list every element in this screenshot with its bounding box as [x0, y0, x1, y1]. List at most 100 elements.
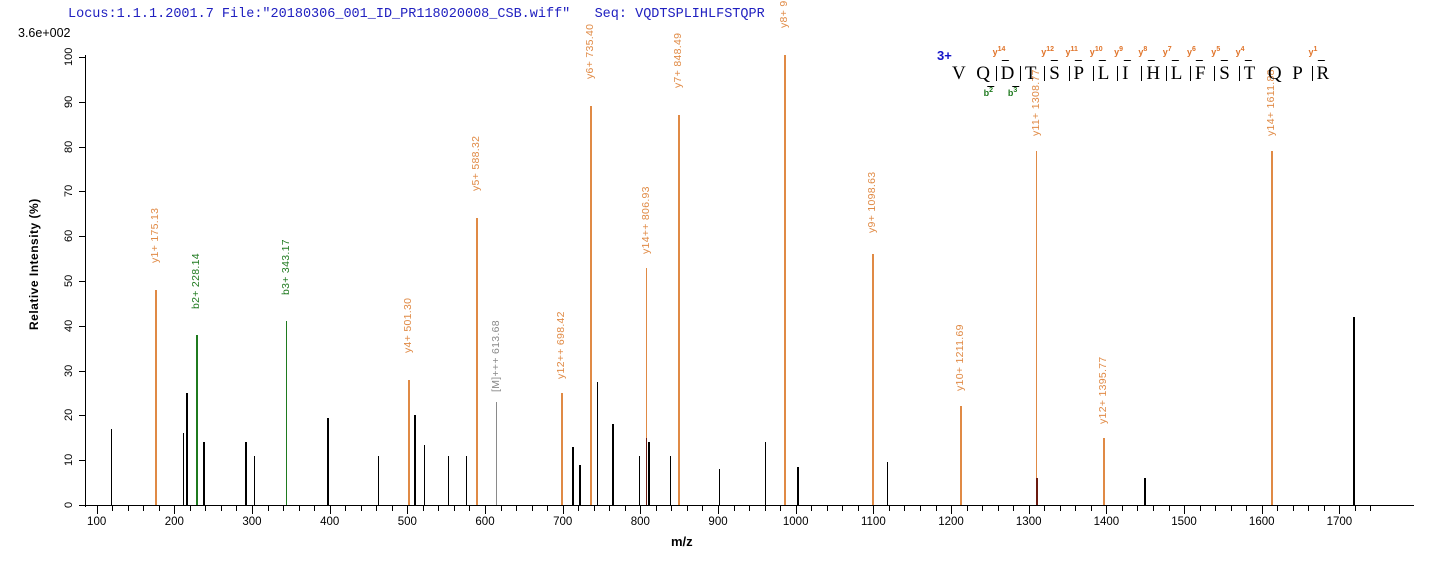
x-axis-minor-tick: [655, 506, 657, 511]
x-axis-tick-label: 300: [242, 516, 262, 528]
y-ion-tag: y11: [1065, 46, 1078, 57]
peptide-residue: F: [1195, 63, 1206, 84]
x-axis-minor-tick: [469, 506, 471, 511]
x-axis-minor-tick: [811, 506, 813, 511]
peak-label: y7+ 848.49: [672, 33, 684, 89]
x-axis-tick: [407, 506, 409, 514]
spectrum-peak-y-ions: [960, 406, 962, 505]
y-axis-tick-label: 80: [63, 140, 75, 153]
x-axis-minor-tick: [826, 506, 828, 511]
y-axis-tick: [79, 281, 85, 282]
x-axis-tick: [1184, 506, 1186, 514]
x-axis-minor-tick: [1090, 506, 1092, 511]
b-ion-tag: b3: [1007, 87, 1018, 98]
spectrum-peak: [718, 469, 721, 505]
y-axis-tick: [79, 325, 85, 327]
peptide-residue: D: [1000, 63, 1015, 84]
x-axis-minor-tick: [702, 506, 704, 511]
y-axis-tick: [79, 236, 85, 238]
precursor-charge-label: 3+: [937, 48, 952, 63]
x-axis-tick-label: 700: [553, 516, 573, 528]
y-ion-cleavage-mark: [1141, 66, 1143, 81]
x-axis-minor-tick: [1230, 506, 1232, 511]
y-axis-tick-label: 40: [63, 319, 75, 332]
x-axis-tick-label: 1200: [938, 516, 964, 528]
peptide-residue: Q: [976, 63, 991, 84]
x-axis-minor-tick: [982, 506, 984, 511]
peak-label: y8+ 985.55: [778, 0, 791, 29]
spectrum-peak-y-ions: [155, 289, 157, 505]
x-axis-minor-tick: [1215, 506, 1217, 511]
x-axis-minor-tick: [314, 506, 316, 511]
y-axis-tick: [79, 191, 85, 193]
x-axis-minor-tick: [997, 506, 999, 511]
x-axis-tick: [485, 506, 486, 514]
spectrum-peak-matched-dark: [1036, 478, 1039, 505]
x-axis-minor-tick: [1152, 506, 1154, 511]
spectrum-peak: [1353, 316, 1355, 505]
x-axis-minor-tick: [624, 506, 626, 511]
spectrum-peak: [669, 455, 672, 505]
spectrum-peak-y-ions: [408, 379, 410, 505]
x-axis-minor-tick: [547, 506, 549, 511]
spectrum-peak-b-ions: [285, 321, 288, 505]
x-axis-minor-tick: [593, 506, 595, 511]
x-axis-minor-tick: [780, 506, 782, 511]
peak-label: y5+ 588.32: [469, 136, 482, 192]
x-axis-minor-tick: [1059, 506, 1061, 511]
spectrum-peak-b-ions: [196, 334, 198, 505]
y-axis-tick-label: 60: [63, 230, 75, 243]
spectrum-peak-y-ions: [678, 115, 680, 505]
y-ion-tag: y4: [1235, 46, 1245, 57]
x-axis-line: [85, 505, 1414, 507]
y-axis-tick: [79, 57, 85, 58]
y-axis-line: [85, 55, 87, 507]
b-ion-cleavage-mark: [995, 66, 997, 81]
locus-file-header: Locus:1.1.1.2001.7 File:"20180306_001_ID…: [68, 7, 765, 22]
x-axis-minor-tick: [1246, 506, 1248, 511]
peptide-residue: P: [1292, 63, 1303, 84]
spectrum-peak-y-ions: [475, 218, 478, 505]
x-axis-minor-tick: [686, 506, 688, 511]
x-axis-minor-tick: [376, 506, 378, 511]
x-axis-minor-tick: [609, 506, 611, 511]
spectrum-peak-y-ions: [872, 254, 874, 505]
y-axis-tick: [79, 370, 85, 372]
x-axis-tick: [174, 506, 176, 514]
x-axis-minor-tick: [904, 506, 906, 511]
spectrum-peak-matched-dark: [645, 437, 648, 505]
y-ion-tag: y9: [1114, 46, 1124, 57]
peak-label: y4+ 501.30: [402, 297, 415, 353]
x-axis-minor-tick: [205, 506, 207, 511]
x-axis-minor-tick: [1137, 506, 1139, 511]
peak-label: y12+ 1395.77: [1097, 355, 1110, 424]
y-axis-tick-label: 10: [63, 454, 75, 467]
x-axis-tick: [562, 506, 564, 514]
x-axis-minor-tick: [112, 506, 114, 511]
x-axis-tick: [873, 506, 875, 514]
x-axis-tick-label: 900: [708, 516, 728, 528]
y-ion-tag: y12: [1041, 46, 1054, 57]
peptide-residue: T: [1243, 63, 1256, 84]
x-axis-tick-label: 1300: [1015, 516, 1042, 528]
x-axis-minor-tick: [516, 506, 518, 511]
x-axis-minor-tick: [935, 506, 937, 511]
x-axis-tick: [718, 506, 720, 514]
x-axis-tick-label: 100: [87, 516, 107, 528]
spectrum-peak: [245, 442, 247, 505]
b-ion-tag: b2: [983, 87, 993, 98]
peptide-residue: L: [1170, 63, 1183, 84]
peak-label: y9+ 1098.63: [866, 172, 879, 234]
peak-label: y10+ 1211.69: [954, 324, 967, 392]
y-axis-tick: [79, 460, 85, 462]
peptide-residue: V: [952, 63, 966, 84]
x-axis-tick-label: 400: [320, 516, 340, 528]
x-axis-minor-tick: [857, 506, 859, 511]
spectrum-peak-y-ions: [1270, 151, 1273, 505]
spectrum-peak-y-ions: [1035, 151, 1038, 505]
y-ion-cleavage-mark: [1311, 66, 1313, 81]
peptide-residue: R: [1316, 63, 1330, 84]
spectrum-peak: [572, 446, 574, 505]
